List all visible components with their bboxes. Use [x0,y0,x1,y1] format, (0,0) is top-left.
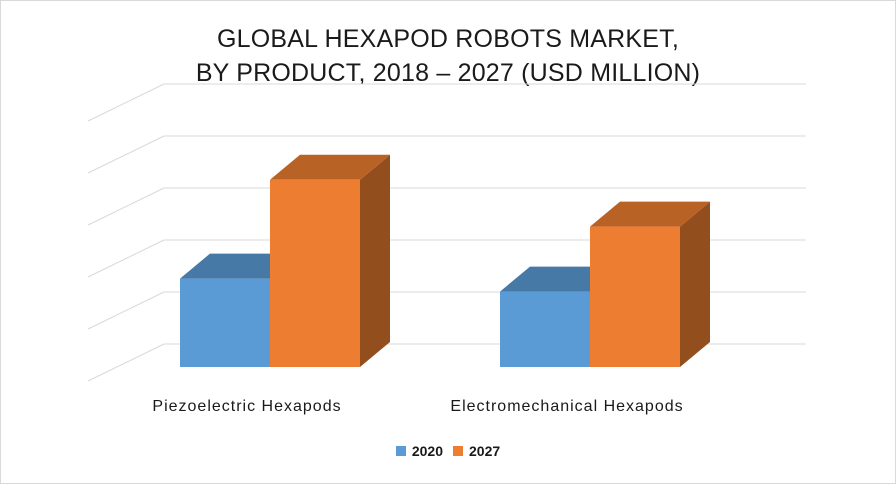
legend-label-2020: 2020 [411,443,443,459]
legend-swatch-2020 [395,446,406,456]
chart-title-line-1: GLOBAL HEXAPOD ROBOTS MARKET, [217,25,679,53]
bars [180,154,710,367]
gridline-side-5 [87,83,165,122]
bar-top-2027-0 [270,154,390,180]
category-label-piezoelectric: Piezoelectric Hexapods [152,398,342,415]
gridline-side-0 [87,343,165,382]
bar-2027-1 [590,226,680,367]
legend-swatch-2027 [453,446,463,456]
bar-side-2027-0 [360,154,390,367]
gridline-side-3 [87,187,165,226]
legend: 2020 2027 [0,443,896,459]
legend-item-2020: 2020 [395,443,443,459]
gridline-side-4 [87,135,165,174]
legend-item-2027: 2027 [453,443,500,459]
chart-title-line-2: BY PRODUCT, 2018 – 2027 (USD MILLION) [195,59,701,87]
gridline-side-2 [87,239,165,278]
gridline-side-1 [87,291,165,330]
bar-2020-0 [180,278,270,367]
chart-title: GLOBAL HEXAPOD ROBOTS MARKET, BY PRODUCT… [0,22,896,90]
bar-2027-0 [270,179,360,367]
bar-top-2027-1 [590,201,710,227]
bar-side-2027-1 [680,201,710,367]
legend-label-2027: 2027 [469,443,501,459]
bar-2020-1 [500,291,590,367]
category-label-electromechanical: Electromechanical Hexapods [450,398,684,415]
